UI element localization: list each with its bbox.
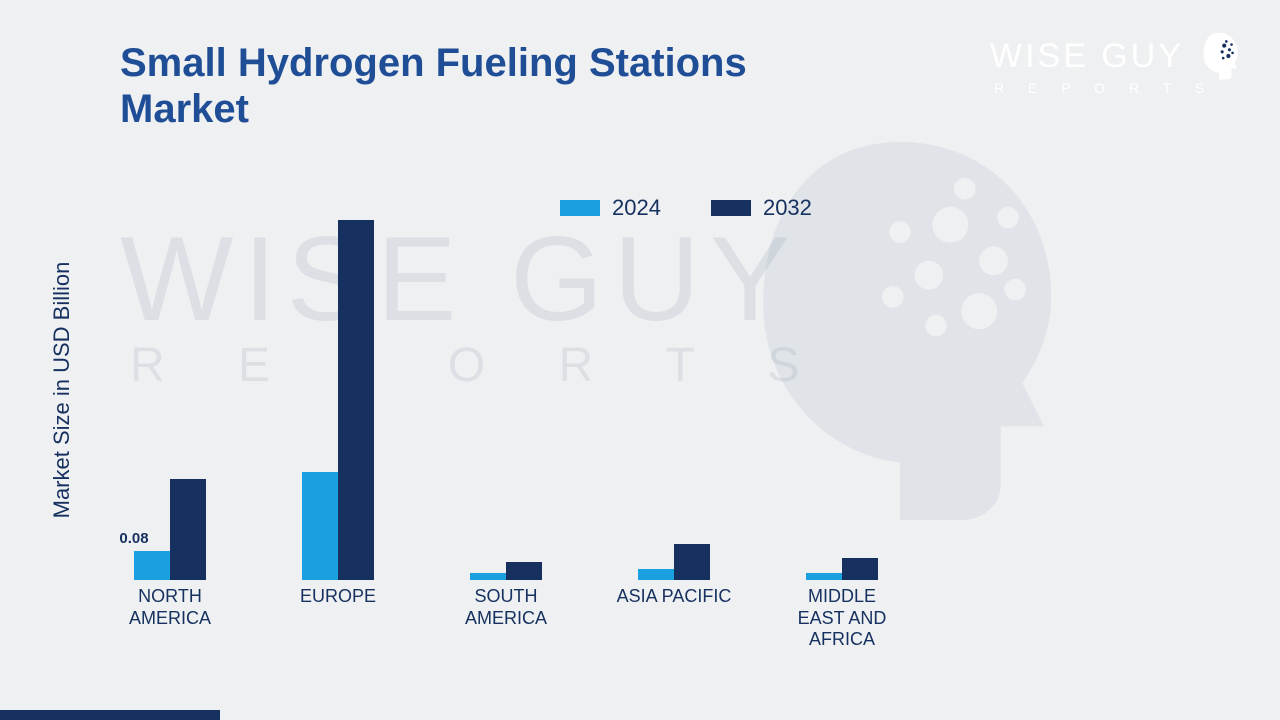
bar-value-label: 0.08 xyxy=(104,530,164,547)
bar-2032 xyxy=(170,479,206,580)
head-icon xyxy=(1192,30,1244,82)
x-axis-label: MIDDLE EAST AND AFRICA xyxy=(782,586,902,651)
decor-bottom-bar xyxy=(0,710,220,720)
legend-swatch-2024 xyxy=(560,200,600,216)
bar-2024 xyxy=(134,551,170,580)
chart-legend: 2024 2032 xyxy=(560,195,812,221)
legend-label-2032: 2032 xyxy=(763,195,812,221)
bar-2024 xyxy=(806,573,842,580)
bar-2032 xyxy=(338,220,374,580)
brand-logo: WISE GUY R E P O R T S xyxy=(990,30,1250,96)
y-axis-label: Market Size in USD Billion xyxy=(49,262,75,519)
legend-item-2032: 2032 xyxy=(711,195,812,221)
x-axis-label: SOUTH AMERICA xyxy=(446,586,566,629)
logo-text: WISE GUY xyxy=(990,37,1184,76)
bar-2032 xyxy=(842,558,878,580)
page-root: WISE GUY R E P O R T S Small Hydrogen Fu… xyxy=(0,0,1280,720)
x-axis-label: EUROPE xyxy=(278,586,398,608)
bar-2032 xyxy=(506,562,542,580)
legend-label-2024: 2024 xyxy=(612,195,661,221)
bar-2024 xyxy=(470,573,506,580)
legend-swatch-2032 xyxy=(711,200,751,216)
bar-2024 xyxy=(638,569,674,580)
chart-title: Small Hydrogen Fueling Stations Market xyxy=(120,40,760,132)
chart-plot-area: 0.08 xyxy=(110,220,950,580)
bar-2032 xyxy=(674,544,710,580)
bar-2024 xyxy=(302,472,338,580)
legend-item-2024: 2024 xyxy=(560,195,661,221)
x-axis-label: ASIA PACIFIC xyxy=(614,586,734,608)
x-axis-label: NORTH AMERICA xyxy=(110,586,230,629)
logo-subtext: R E P O R T S xyxy=(990,80,1250,96)
